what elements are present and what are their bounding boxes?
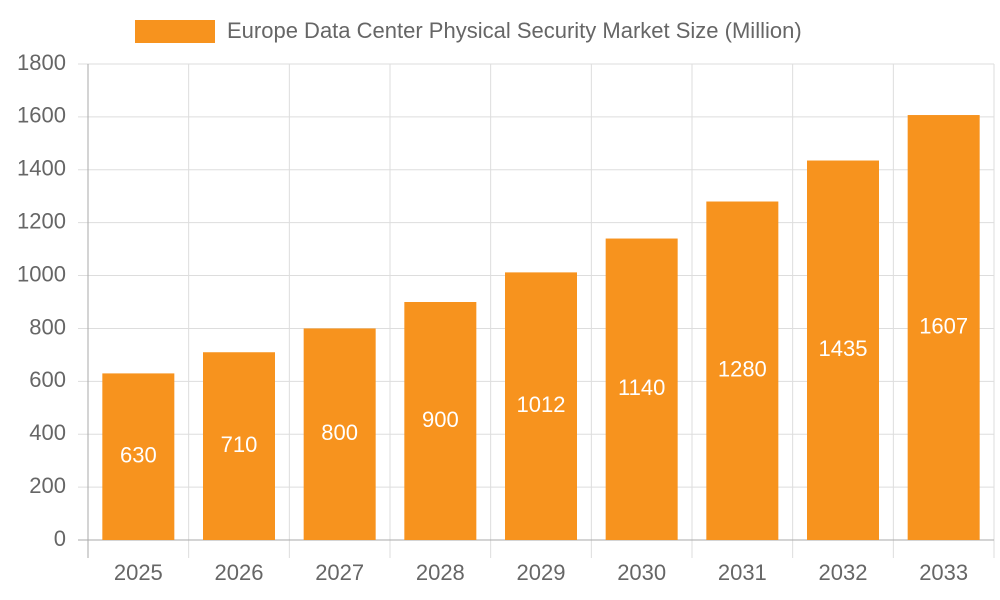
- value-label: 1012: [517, 392, 566, 417]
- value-label: 630: [120, 443, 157, 468]
- value-label: 900: [422, 407, 459, 432]
- x-tick-label: 2030: [617, 560, 666, 585]
- bar: [303, 328, 376, 540]
- y-tick-label: 200: [29, 473, 66, 498]
- y-tick-label: 1000: [17, 261, 66, 286]
- y-tick-label: 1400: [17, 156, 66, 181]
- y-tick-label: 0: [54, 526, 66, 551]
- value-label: 710: [221, 432, 258, 457]
- x-tick-label: 2032: [819, 560, 868, 585]
- x-tick-label: 2029: [517, 560, 566, 585]
- bar: [505, 272, 577, 540]
- bar: [605, 238, 678, 541]
- x-tick-label: 2025: [114, 560, 163, 585]
- x-tick-label: 2026: [215, 560, 264, 585]
- legend-swatch[interactable]: [135, 20, 215, 43]
- value-label: 1607: [919, 313, 968, 338]
- bar: [203, 352, 275, 540]
- value-label: 800: [321, 420, 358, 445]
- y-tick-label: 1200: [17, 208, 66, 233]
- y-tick-label: 400: [29, 420, 66, 445]
- bar: [706, 201, 779, 540]
- y-tick-label: 1600: [17, 103, 66, 128]
- value-label: 1435: [819, 336, 868, 361]
- y-tick-label: 800: [29, 314, 66, 339]
- bar: [907, 115, 980, 540]
- bar: [102, 373, 175, 540]
- x-tick-label: 2027: [315, 560, 364, 585]
- x-tick-label: 2028: [416, 560, 465, 585]
- value-label: 1280: [718, 357, 767, 382]
- x-tick-label: 2031: [718, 560, 767, 585]
- bar: [404, 302, 477, 540]
- x-tick-label: 2033: [919, 560, 968, 585]
- y-tick-label: 1800: [17, 50, 66, 75]
- bar: [807, 160, 879, 540]
- legend-label[interactable]: Europe Data Center Physical Security Mar…: [227, 18, 802, 43]
- y-tick-label: 600: [29, 367, 66, 392]
- value-label: 1140: [618, 375, 665, 400]
